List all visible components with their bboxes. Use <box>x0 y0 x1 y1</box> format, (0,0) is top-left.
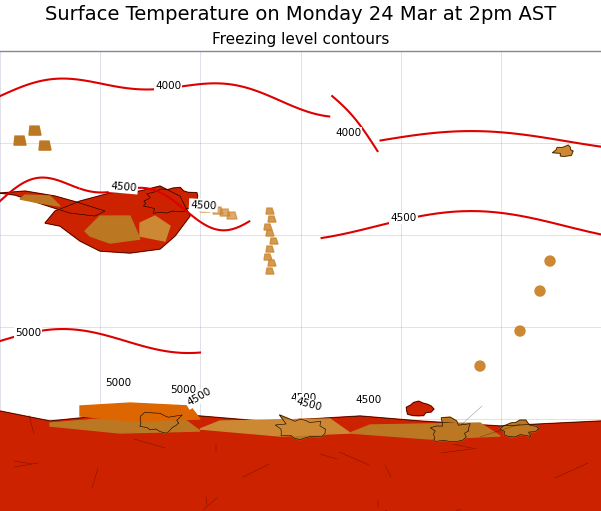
Circle shape <box>475 361 485 371</box>
Polygon shape <box>213 207 223 214</box>
Polygon shape <box>264 254 272 260</box>
Polygon shape <box>220 209 230 216</box>
Polygon shape <box>85 216 140 243</box>
Circle shape <box>545 256 555 266</box>
Text: Surface Temperature on Monday 24 Mar at 2pm AST: Surface Temperature on Monday 24 Mar at … <box>45 5 556 24</box>
Text: 4500: 4500 <box>290 393 316 403</box>
Polygon shape <box>350 423 500 439</box>
Text: 4500: 4500 <box>390 213 416 223</box>
Polygon shape <box>200 419 350 436</box>
Polygon shape <box>266 208 274 214</box>
Text: 5000: 5000 <box>15 328 41 338</box>
Polygon shape <box>14 136 26 145</box>
Text: 4500: 4500 <box>110 181 137 193</box>
Polygon shape <box>500 420 538 437</box>
Polygon shape <box>266 230 274 236</box>
Polygon shape <box>144 188 200 213</box>
Text: 4000: 4000 <box>155 81 181 91</box>
Text: 5000: 5000 <box>105 378 131 388</box>
Polygon shape <box>29 126 41 135</box>
Polygon shape <box>0 191 105 216</box>
Polygon shape <box>140 412 182 433</box>
Polygon shape <box>552 145 573 156</box>
Polygon shape <box>266 268 274 274</box>
Polygon shape <box>39 141 51 150</box>
Text: 5000: 5000 <box>170 385 196 395</box>
Text: 4500: 4500 <box>190 200 217 211</box>
Circle shape <box>535 286 545 296</box>
Polygon shape <box>80 403 200 421</box>
Polygon shape <box>268 260 276 266</box>
Polygon shape <box>270 238 278 244</box>
Polygon shape <box>406 401 434 416</box>
Polygon shape <box>200 205 210 212</box>
Polygon shape <box>45 186 190 253</box>
Polygon shape <box>50 416 200 433</box>
Text: 4000: 4000 <box>335 128 361 138</box>
Polygon shape <box>20 195 60 206</box>
Text: 4500: 4500 <box>185 386 213 408</box>
Polygon shape <box>0 411 601 511</box>
Text: 4500: 4500 <box>355 395 381 405</box>
Circle shape <box>515 326 525 336</box>
Polygon shape <box>140 216 170 241</box>
Polygon shape <box>275 415 325 439</box>
Text: Freezing level contours: Freezing level contours <box>212 32 389 48</box>
Polygon shape <box>430 417 470 442</box>
Polygon shape <box>264 224 272 230</box>
Polygon shape <box>227 212 237 219</box>
Polygon shape <box>266 246 274 252</box>
Text: 4500: 4500 <box>295 397 323 413</box>
Polygon shape <box>268 216 276 222</box>
